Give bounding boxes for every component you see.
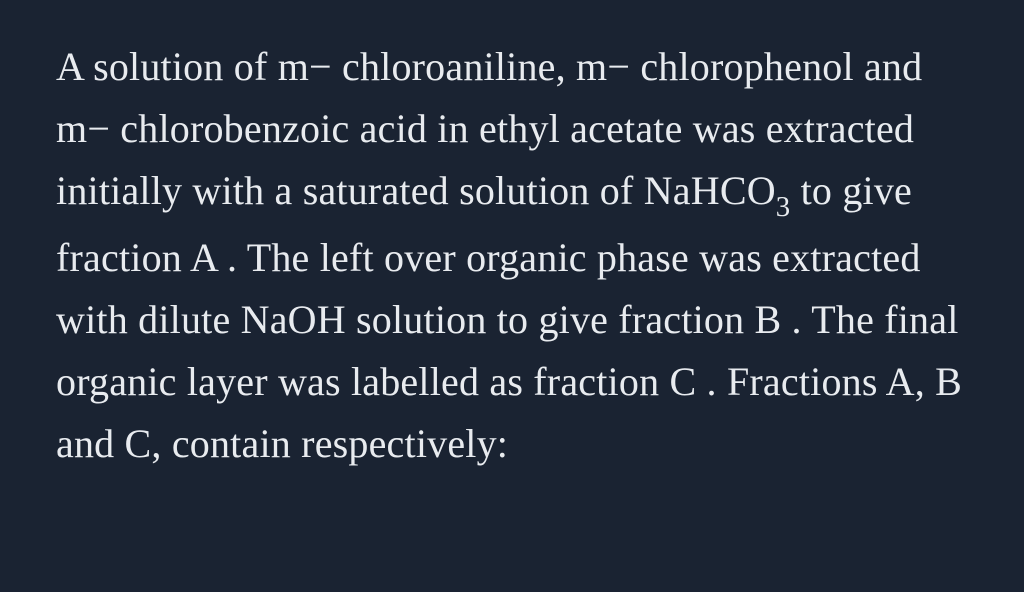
minus-sign: − [309, 44, 332, 89]
minus-sign: − [87, 106, 110, 151]
subscript-3: 3 [776, 191, 791, 223]
text-frag: A solution of m [56, 44, 309, 89]
question-panel: A solution of m− chloroaniline, m− chlor… [0, 0, 1024, 592]
minus-sign: − [607, 44, 630, 89]
text-frag: chloroaniline, m [332, 44, 608, 89]
question-text: A solution of m− chloroaniline, m− chlor… [56, 36, 976, 475]
